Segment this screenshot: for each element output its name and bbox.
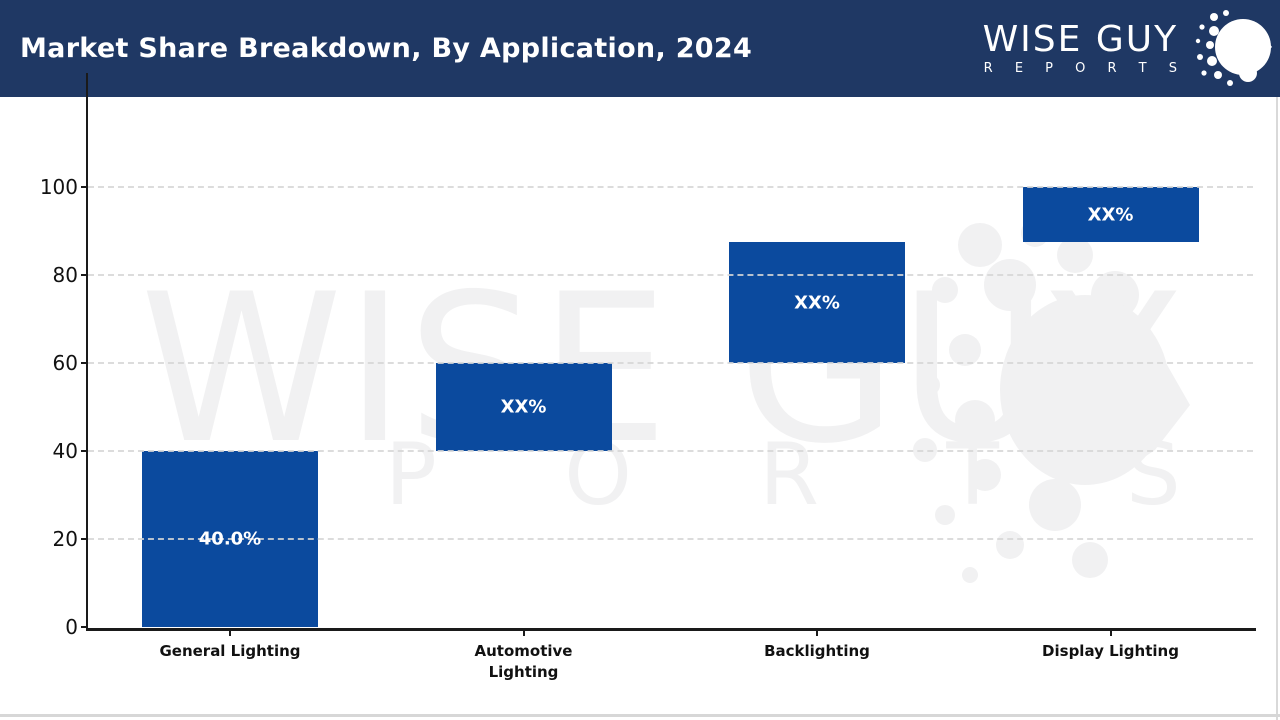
logo-wordmark: WISE GUY — [982, 18, 1179, 60]
gridline-80 — [88, 274, 1253, 276]
bar-value-label: 40.0% — [198, 528, 262, 550]
x-tick-mark — [816, 629, 818, 636]
x-tick-mark — [229, 629, 231, 636]
y-tick-mark — [81, 274, 88, 276]
y-tick-label: 60 — [52, 351, 78, 375]
bottom-border-line — [0, 714, 1280, 717]
bar-backlighting — [729, 242, 905, 363]
y-tick-label: 40 — [52, 439, 78, 463]
bar-value-label: XX% — [500, 396, 547, 418]
y-tick-mark — [81, 538, 88, 540]
x-tick-mark — [522, 629, 525, 636]
gridline-100 — [88, 186, 1253, 188]
y-tick-label: 20 — [52, 527, 78, 551]
dotted-head-icon — [1195, 9, 1272, 86]
gridline-40 — [88, 450, 1253, 452]
logo-text: WISE GUY R E P O R T S — [975, 18, 1186, 76]
y-tick-mark — [81, 186, 88, 188]
x-axis-line — [86, 628, 1256, 631]
x-category-label: Backlighting — [764, 642, 870, 660]
y-tick-label: 0 — [65, 615, 78, 639]
y-axis-line — [86, 73, 88, 630]
logo-subtitle: R E P O R T S — [983, 60, 1186, 76]
gridline-20 — [88, 538, 1253, 540]
right-border-line — [1276, 97, 1278, 720]
bar-display-lighting — [1022, 187, 1199, 242]
y-tick-label: 80 — [52, 263, 78, 287]
y-tick-label: 100 — [39, 175, 78, 199]
x-category-label: General Lighting — [159, 642, 301, 660]
bar-value-label: XX% — [794, 292, 840, 313]
y-tick-mark — [81, 362, 88, 364]
gridline-60 — [88, 362, 1253, 364]
bar-automotive-lighting — [435, 363, 612, 451]
y-tick-mark — [81, 450, 88, 452]
x-tick-mark — [1109, 629, 1112, 636]
x-category-label: Display Lighting — [1042, 642, 1179, 660]
wise-guy-reports-logo: WISE GUY R E P O R T S — [975, 7, 1280, 91]
y-tick-mark — [81, 626, 88, 628]
header-bar: Market Share Breakdown, By Application, … — [0, 0, 1280, 97]
page-title: Market Share Breakdown, By Application, … — [20, 33, 753, 64]
bar-value-label: XX% — [1087, 204, 1134, 225]
x-category-label: Automotive Lighting — [474, 642, 573, 681]
